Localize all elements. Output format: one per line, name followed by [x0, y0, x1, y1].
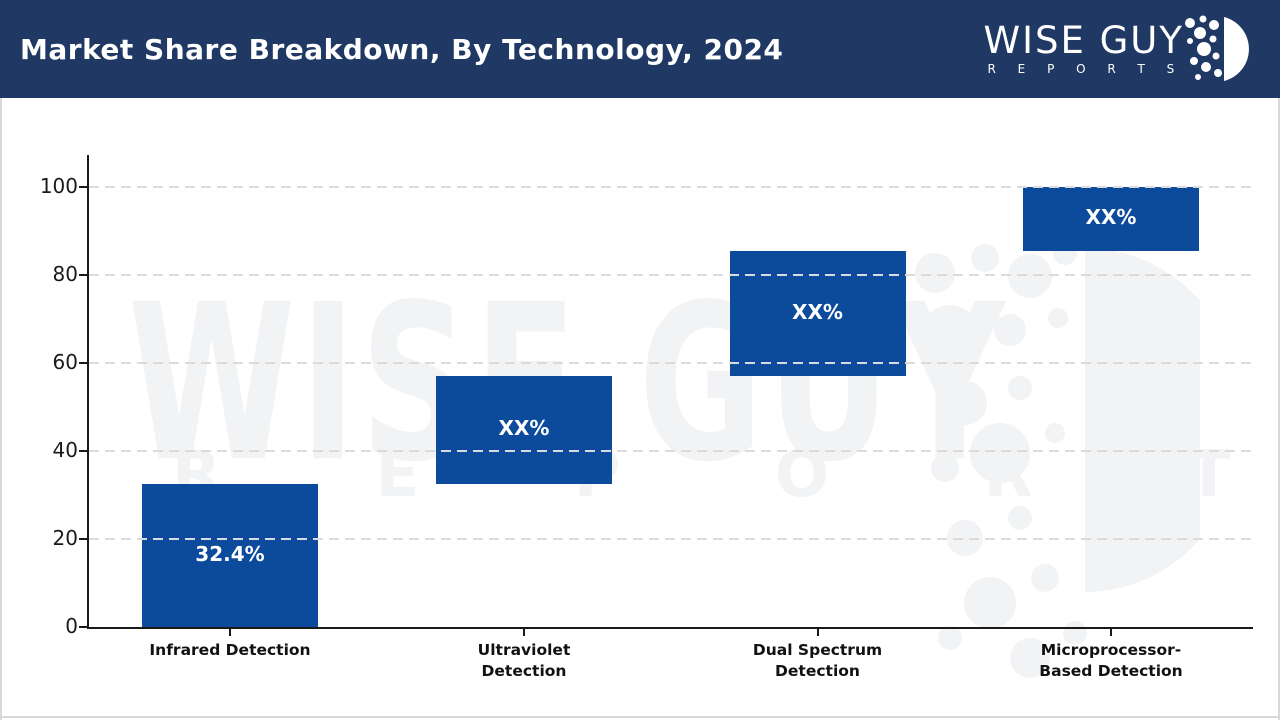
x-category-line: Based Detection	[1039, 662, 1183, 680]
gridline-100	[89, 186, 1252, 188]
page-title: Market Share Breakdown, By Technology, 2…	[20, 32, 784, 66]
y-tick-label-60: 60	[52, 350, 78, 374]
y-tick-mark-0	[79, 626, 87, 628]
x-category-line: Microprocessor-	[1040, 641, 1182, 659]
x-category-line: Ultraviolet	[477, 641, 571, 659]
watermark-face-icon	[915, 241, 1200, 678]
wiseguy-logo: WISE GUY R E P O R T S	[984, 11, 1254, 87]
x-category-line: Detection	[775, 662, 860, 680]
x-category-label-3: Dual Spectrum Detection	[668, 640, 968, 682]
bar-value-label-2: XX%	[498, 416, 550, 441]
y-tick-label-40: 40	[52, 438, 78, 462]
y-tick-mark-20	[79, 538, 87, 540]
x-category-line: Detection	[481, 662, 567, 680]
y-tick-label-0: 0	[65, 614, 78, 638]
bar-segment-1	[142, 484, 318, 627]
x-tick-mark-3	[816, 629, 819, 636]
header: Market Share Breakdown, By Technology, 2…	[0, 0, 1280, 98]
gridline-40	[89, 450, 1252, 452]
x-axis-line	[87, 627, 1253, 629]
page-border-right	[1278, 98, 1280, 720]
logo-wiseguy-label: WISE GUY	[983, 19, 1184, 62]
gridline-80	[89, 274, 1252, 276]
wiseguy-logo-text: WISE GUY R E P O R T S	[983, 19, 1184, 77]
y-tick-label-80: 80	[52, 262, 78, 286]
y-tick-label-100: 100	[39, 174, 78, 198]
page-border-left	[0, 98, 2, 720]
page-border-bottom	[0, 716, 1280, 718]
y-tick-label-20: 20	[52, 526, 78, 550]
y-tick-mark-100	[79, 186, 87, 188]
bar-value-label-4: XX%	[1085, 204, 1137, 229]
bar-value-label-1: 32.4%	[195, 541, 265, 566]
bar-segment-2	[436, 376, 612, 485]
x-category-label-2: Ultraviolet Detection	[374, 640, 674, 682]
gridline-60	[89, 362, 1252, 364]
logo-reports-label: R E P O R T S	[987, 62, 1184, 76]
bar-segment-4	[1023, 187, 1199, 251]
y-axis-line	[87, 155, 89, 629]
bar-segment-3	[729, 250, 906, 377]
bar-value-label-3: XX%	[792, 299, 843, 324]
gridline-20	[89, 538, 1252, 540]
wiseguy-face-icon	[1185, 15, 1249, 81]
y-tick-mark-80	[79, 274, 87, 276]
y-tick-mark-60	[79, 362, 87, 364]
x-category-line: Dual Spectrum	[752, 641, 883, 659]
y-tick-mark-40	[79, 450, 87, 452]
x-category-label-4: Microprocessor- Based Detection	[961, 640, 1261, 682]
x-tick-mark-4	[1110, 629, 1112, 636]
x-category-label-1: Infrared Detection	[80, 640, 380, 661]
x-category-line: Infrared Detection	[149, 641, 311, 659]
x-tick-mark-2	[523, 629, 525, 636]
x-tick-mark-1	[229, 629, 231, 636]
